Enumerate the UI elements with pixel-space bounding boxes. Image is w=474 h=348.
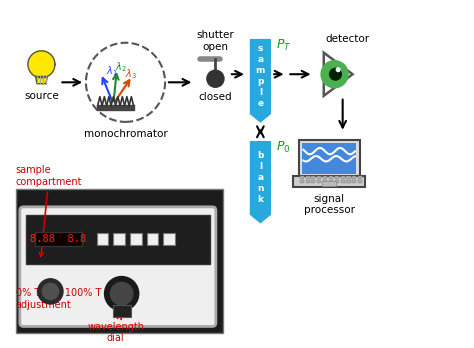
FancyBboxPatch shape	[341, 176, 345, 179]
Circle shape	[321, 61, 348, 88]
FancyBboxPatch shape	[20, 207, 216, 326]
FancyBboxPatch shape	[26, 215, 210, 264]
FancyBboxPatch shape	[306, 180, 310, 183]
Text: b
l
a
n
k: b l a n k	[257, 151, 264, 204]
FancyBboxPatch shape	[317, 180, 321, 183]
FancyBboxPatch shape	[306, 176, 310, 179]
Circle shape	[207, 70, 224, 87]
FancyBboxPatch shape	[323, 176, 327, 179]
FancyBboxPatch shape	[358, 176, 362, 179]
Text: $\lambda_2$: $\lambda_2$	[115, 60, 127, 73]
Text: sample
compartment: sample compartment	[16, 165, 82, 256]
Text: monochromator: monochromator	[83, 129, 167, 139]
FancyBboxPatch shape	[293, 176, 365, 187]
Text: $P_T$: $P_T$	[276, 38, 291, 53]
Polygon shape	[250, 40, 270, 122]
Text: $\lambda_3$: $\lambda_3$	[126, 67, 137, 81]
FancyBboxPatch shape	[35, 232, 82, 246]
FancyBboxPatch shape	[130, 234, 142, 245]
FancyBboxPatch shape	[317, 176, 321, 179]
FancyBboxPatch shape	[300, 176, 304, 179]
Text: shutter
open: shutter open	[197, 30, 234, 52]
FancyBboxPatch shape	[311, 176, 316, 179]
FancyBboxPatch shape	[341, 180, 345, 183]
FancyBboxPatch shape	[335, 176, 339, 179]
FancyBboxPatch shape	[352, 176, 356, 179]
FancyBboxPatch shape	[302, 143, 356, 174]
Text: detector: detector	[325, 34, 369, 44]
FancyBboxPatch shape	[352, 180, 356, 183]
Polygon shape	[28, 51, 55, 78]
FancyBboxPatch shape	[311, 180, 316, 183]
Text: wavelength
dial: wavelength dial	[87, 315, 144, 343]
Circle shape	[105, 277, 139, 311]
FancyBboxPatch shape	[322, 181, 336, 186]
Circle shape	[38, 279, 63, 304]
FancyBboxPatch shape	[346, 180, 351, 183]
FancyBboxPatch shape	[329, 176, 333, 179]
FancyBboxPatch shape	[113, 305, 131, 317]
Circle shape	[337, 68, 340, 72]
FancyBboxPatch shape	[146, 234, 158, 245]
Text: $P_0$: $P_0$	[276, 140, 290, 155]
FancyBboxPatch shape	[16, 189, 223, 333]
FancyBboxPatch shape	[299, 140, 359, 177]
Text: 8.88  8.8: 8.88 8.8	[30, 234, 87, 244]
Polygon shape	[250, 142, 270, 223]
FancyBboxPatch shape	[329, 180, 333, 183]
Circle shape	[42, 283, 58, 300]
FancyBboxPatch shape	[323, 180, 327, 183]
FancyBboxPatch shape	[97, 234, 109, 245]
FancyBboxPatch shape	[335, 180, 339, 183]
Text: closed: closed	[199, 92, 232, 102]
Text: signal
processor: signal processor	[304, 194, 355, 215]
Text: 0% T and 100% T
adjustment: 0% T and 100% T adjustment	[16, 288, 101, 310]
FancyBboxPatch shape	[113, 234, 125, 245]
FancyBboxPatch shape	[346, 176, 351, 179]
FancyBboxPatch shape	[358, 180, 362, 183]
Circle shape	[110, 282, 133, 305]
Text: s
a
m
p
l
e: s a m p l e	[255, 44, 265, 109]
Text: source: source	[24, 91, 59, 101]
FancyBboxPatch shape	[300, 180, 304, 183]
Polygon shape	[36, 77, 47, 84]
FancyBboxPatch shape	[163, 234, 175, 245]
Text: $\lambda_1$: $\lambda_1$	[106, 64, 118, 78]
Circle shape	[329, 68, 341, 80]
